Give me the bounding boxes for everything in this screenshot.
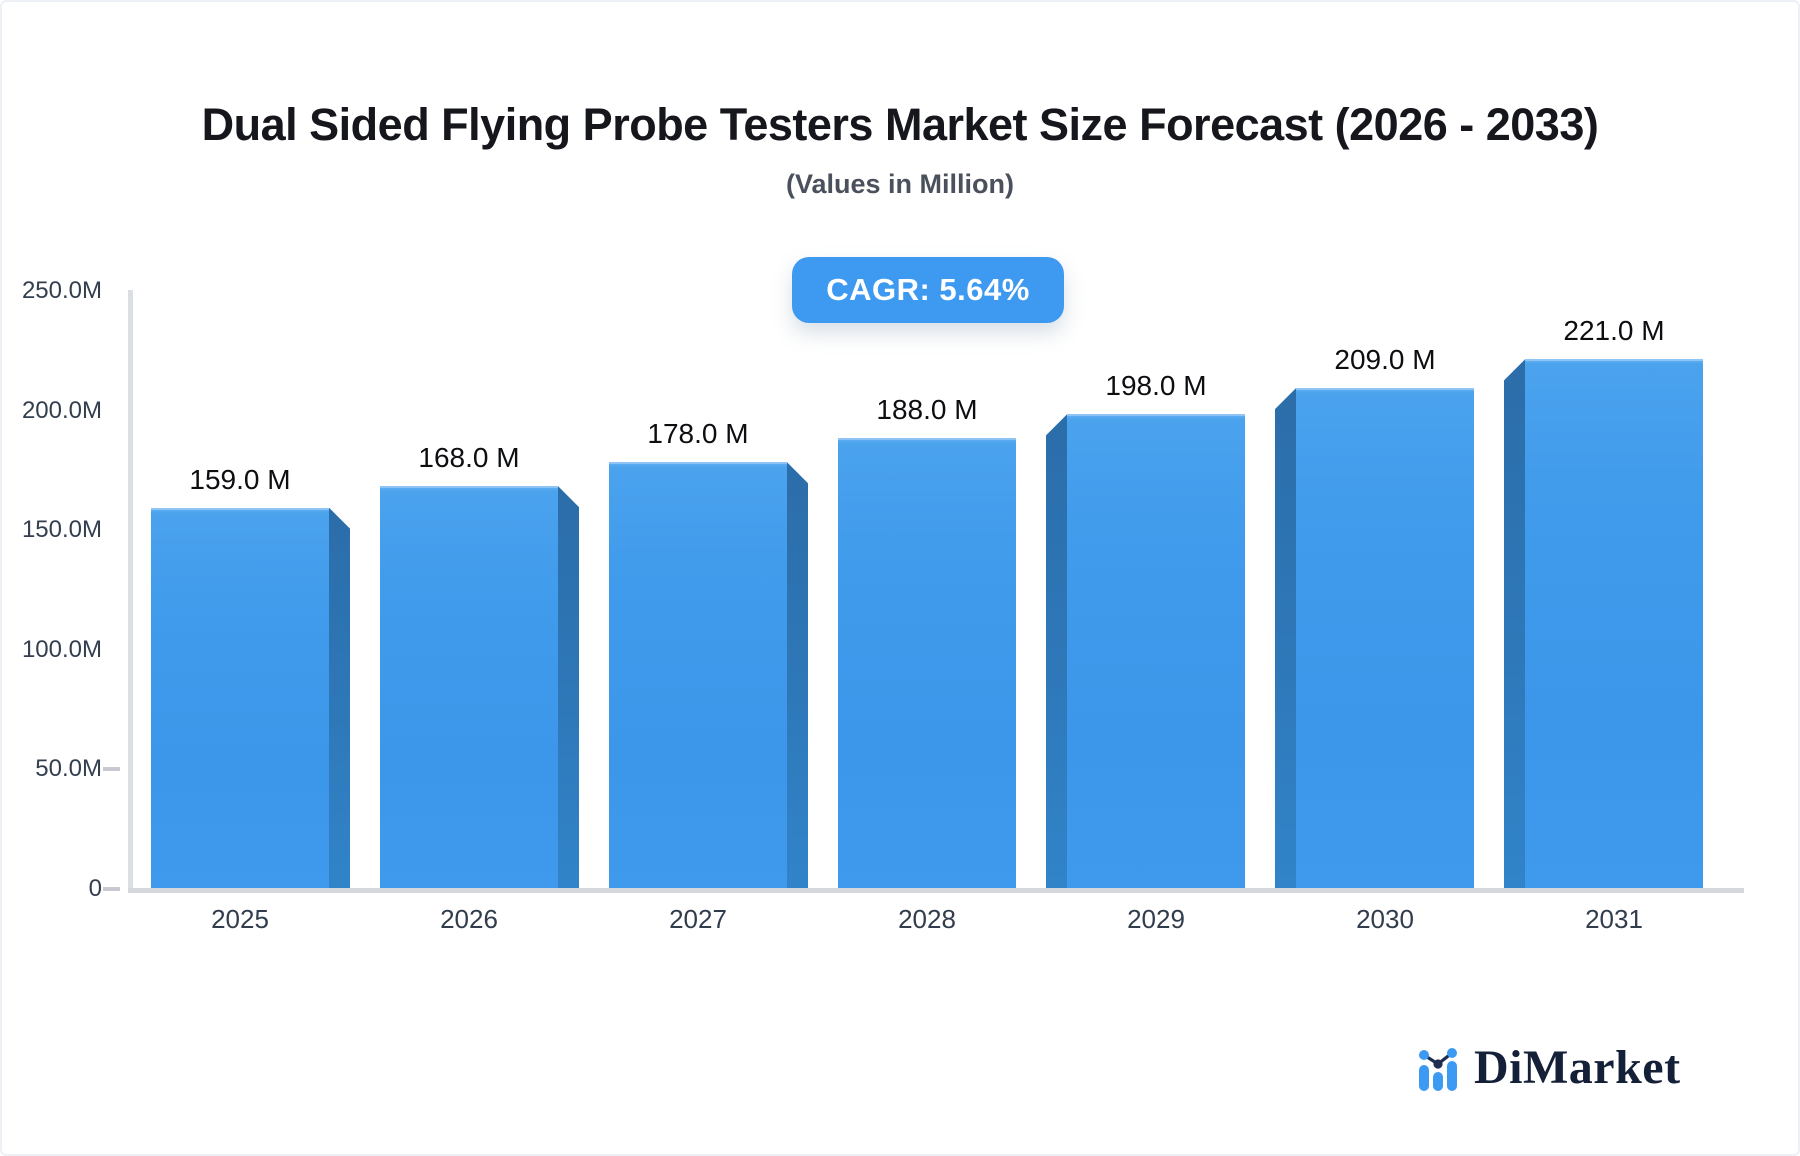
- bar-value-label: 209.0 M: [1334, 344, 1436, 376]
- bar-2026[interactable]: [380, 486, 558, 888]
- brand-logo: DiMarket: [1416, 1042, 1681, 1098]
- bar-value-label: 198.0 M: [1105, 370, 1207, 402]
- x-axis-label: 2029: [1127, 904, 1185, 934]
- x-axis-label: 2027: [669, 904, 727, 934]
- brand-logo-text: DiMarket: [1474, 1041, 1681, 1094]
- bar-value-label: 168.0 M: [418, 442, 520, 474]
- brand-logo-icon: [1419, 1048, 1457, 1091]
- y-axis-label: 200.0M: [21, 396, 102, 424]
- bar-2025[interactable]: [151, 507, 329, 888]
- bar-2031[interactable]: [1525, 359, 1703, 888]
- x-axis-label: 2031: [1585, 904, 1643, 934]
- x-axis-label: 2025: [211, 904, 269, 934]
- y-axis-label: 250.0M: [21, 277, 102, 304]
- bar-2030-side-face: [1275, 388, 1296, 888]
- y-axis-label: 150.0M: [21, 516, 102, 544]
- bar-2029-side-face: [1046, 414, 1067, 888]
- bar-value-label: 159.0 M: [189, 463, 291, 495]
- bar-value-label: 221.0 M: [1563, 315, 1665, 347]
- y-axis-label: 100.0M: [21, 635, 102, 663]
- x-axis-label: 2026: [440, 904, 498, 934]
- bar-2027[interactable]: [609, 462, 787, 888]
- bar-2026-side-face: [558, 486, 579, 888]
- y-axis-label: 50.0M: [35, 755, 102, 783]
- bar-2028[interactable]: [838, 438, 1016, 888]
- bar-2029[interactable]: [1067, 414, 1245, 888]
- cagr-badge: CAGR: 5.64%: [792, 257, 1064, 323]
- y-axis-label: 0: [88, 875, 102, 902]
- y-axis-tick: [103, 767, 120, 772]
- y-axis-tick: [103, 887, 120, 891]
- bar-2027-side-face: [787, 462, 808, 888]
- bar-value-label: 188.0 M: [876, 394, 978, 426]
- chart-title: Dual Sided Flying Probe Testers Market S…: [201, 99, 1599, 150]
- x-axis-label: 2028: [898, 904, 956, 934]
- chart-subtitle: (Values in Million): [785, 169, 1015, 199]
- x-axis-label: 2030: [1356, 904, 1414, 934]
- x-axis-baseline: [128, 888, 1744, 893]
- bar-2025-side-face: [329, 507, 350, 888]
- bar-2031-side-face: [1504, 359, 1525, 888]
- bar-2030[interactable]: [1296, 388, 1474, 888]
- cagr-badge-label: CAGR: 5.64%: [826, 272, 1030, 307]
- y-axis-line: [128, 290, 133, 893]
- bar-value-label: 178.0 M: [647, 418, 749, 450]
